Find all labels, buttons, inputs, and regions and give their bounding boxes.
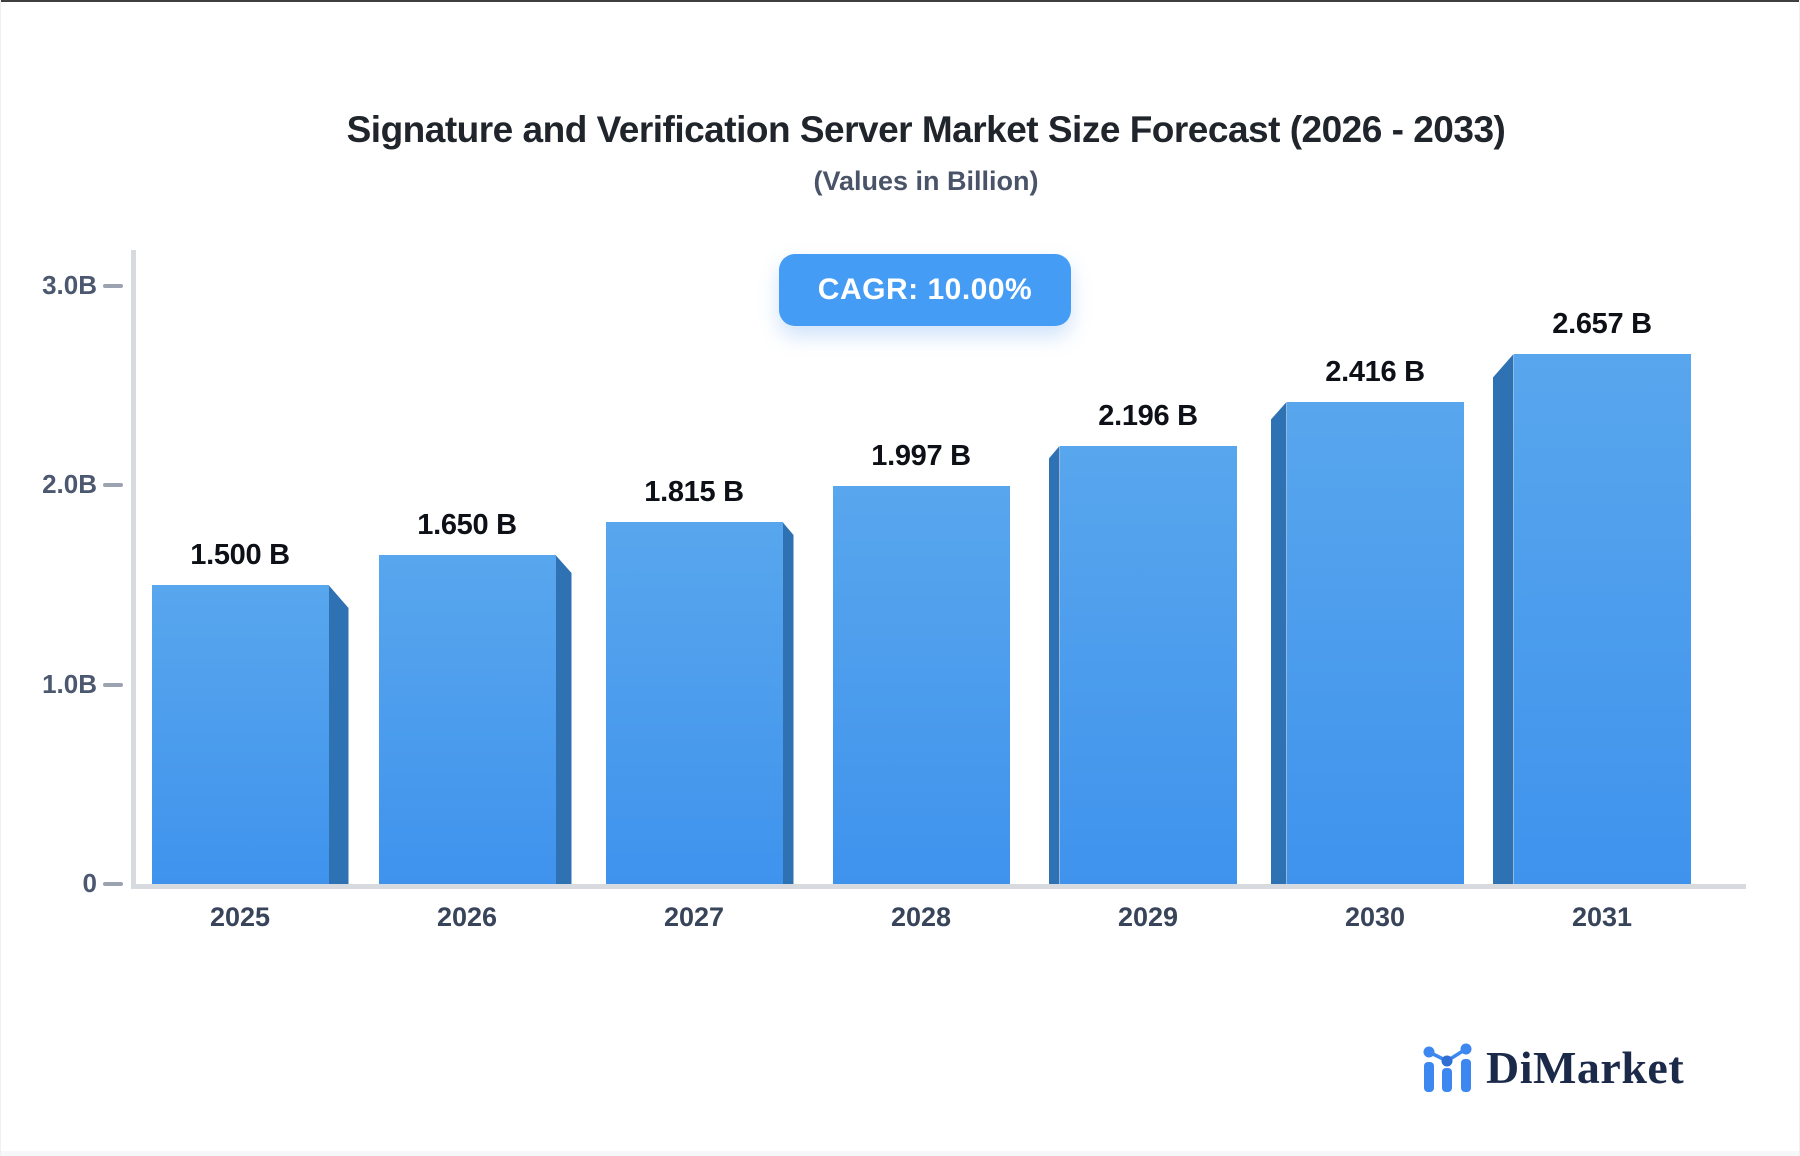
- x-tick-label-2028: 2028: [890, 902, 952, 932]
- bar-face: [1286, 402, 1464, 884]
- bar-value-label-2031: 2.657 B: [1552, 308, 1652, 340]
- bar-3d-side: [1270, 402, 1287, 884]
- x-axis-line: [131, 884, 1746, 889]
- top-window-edge: [1, 0, 1799, 2]
- dimarket-logo: DiMarket: [1422, 1042, 1684, 1092]
- bar-face: [605, 522, 783, 884]
- y-tick-label: 2.0B: [42, 469, 97, 500]
- chart-header: Signature and Verification Server Market…: [1, 0, 1800, 197]
- dimarket-logo-text: DiMarket: [1486, 1042, 1685, 1093]
- y-tick-mark: [103, 284, 123, 288]
- x-tick-label-2025: 2025: [209, 902, 271, 932]
- y-tick-mark: [103, 682, 123, 687]
- bar-2030: [1270, 402, 1464, 884]
- bar-2026: [378, 555, 572, 884]
- bar-2029: [1048, 446, 1237, 884]
- bar-2028: [832, 486, 1010, 884]
- chart-title: Signature and Verification Server Market…: [346, 109, 1506, 150]
- bar-3d-side: [328, 585, 349, 884]
- x-tick-label-2026: 2026: [436, 902, 498, 932]
- y-tick-label: 1.0B: [42, 668, 97, 699]
- bar-value-label-2028: 1.997 B: [871, 440, 971, 472]
- x-tick-label-2027: 2027: [663, 902, 725, 932]
- bar-value-label-2027: 1.815 B: [644, 476, 744, 508]
- bar-value-label-2026: 1.650 B: [417, 509, 517, 541]
- bar-value-label-2029: 2.196 B: [1098, 400, 1198, 432]
- y-tick-label: 0: [82, 868, 97, 898]
- y-axis-line: [131, 250, 136, 889]
- bar-face: [1059, 446, 1237, 884]
- bar-face: [1513, 354, 1691, 884]
- chart-subtitle: (Values in Billion): [813, 166, 1039, 196]
- x-tick-label-2031: 2031: [1571, 902, 1633, 932]
- bar-2027: [605, 522, 794, 884]
- bar-3d-side: [1048, 446, 1060, 884]
- bar-value-label-2030: 2.416 B: [1325, 356, 1425, 388]
- bar-3d-side: [555, 555, 572, 884]
- bar-3d-side: [782, 522, 794, 884]
- x-tick-label-2030: 2030: [1344, 902, 1406, 932]
- bar-value-label-2025: 1.500 B: [190, 539, 290, 571]
- x-tick-label-2029: 2029: [1117, 902, 1179, 932]
- bar-face: [151, 585, 329, 884]
- bar-2025: [151, 585, 349, 884]
- bar-2031: [1492, 354, 1691, 884]
- bar-face: [378, 555, 556, 884]
- bar-3d-side: [1492, 354, 1514, 884]
- bottom-page-edge: [1, 1151, 1799, 1156]
- bar-face: [832, 486, 1010, 884]
- y-tick-mark: [103, 882, 123, 886]
- mini-bar-chart-logo-icon: [1423, 1043, 1472, 1092]
- y-tick-mark: [103, 483, 123, 488]
- y-tick-label: 3.0B: [42, 270, 97, 300]
- cagr-badge: CAGR: 10.00%: [779, 254, 1071, 326]
